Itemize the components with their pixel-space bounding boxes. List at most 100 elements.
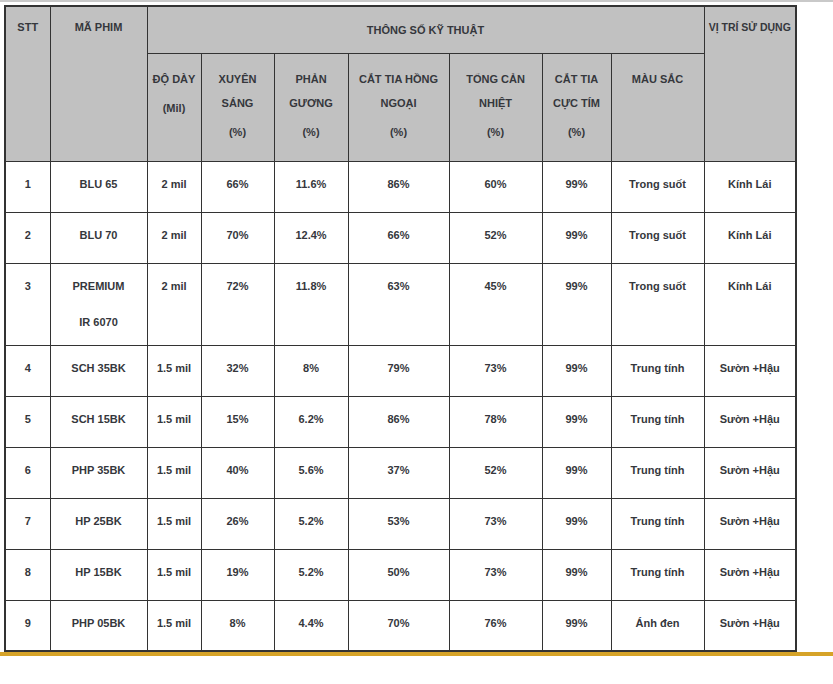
subheader-color-label: MÀU SẮC — [616, 67, 700, 91]
cell-film-code: SCH 35BK — [50, 345, 147, 396]
subheader-heat: TỔNG CẢN NHIỆT (%) — [449, 53, 542, 161]
cell-vlt: 15% — [201, 396, 274, 447]
cell-uv-cut: 99% — [542, 263, 611, 345]
cell-heat-rejection: 60% — [449, 161, 542, 212]
header-specs-group: THÔNG SỐ KỸ THUẬT — [147, 6, 704, 53]
cell-mirror: 5.2% — [274, 498, 348, 549]
cell-position: Kính Lái — [704, 263, 796, 345]
subheader-heat-label: TỔNG CẢN NHIỆT — [454, 67, 538, 115]
cell-vlt: 70% — [201, 212, 274, 263]
cell-uv-cut: 99% — [542, 212, 611, 263]
cell-vlt: 8% — [201, 600, 274, 651]
cell-position: Sườn +Hậu — [704, 345, 796, 396]
cell-film-code: PHP 05BK — [50, 600, 147, 651]
cell-thickness: 1.5 mil — [147, 498, 201, 549]
cell-vlt: 72% — [201, 263, 274, 345]
cell-vlt: 32% — [201, 345, 274, 396]
cell-heat-rejection: 73% — [449, 498, 542, 549]
cell-ir-cut: 63% — [348, 263, 449, 345]
cell-ir-cut: 53% — [348, 498, 449, 549]
gold-divider — [0, 652, 833, 656]
cell-thickness: 2 mil — [147, 263, 201, 345]
cell-mirror: 12.4% — [274, 212, 348, 263]
cell-stt: 1 — [5, 161, 50, 212]
subheader-uv-unit: (%) — [547, 125, 607, 140]
subheader-ir: CẮT TIA HỒNG NGOẠI (%) — [348, 53, 449, 161]
cell-ir-cut: 86% — [348, 396, 449, 447]
subheader-mirror-label: PHẢN GƯƠNG — [279, 67, 344, 115]
cell-position: Kính Lái — [704, 212, 796, 263]
cell-film-code: HP 25BK — [50, 498, 147, 549]
subheader-heat-unit: (%) — [454, 125, 538, 140]
cell-stt: 2 — [5, 212, 50, 263]
cell-uv-cut: 99% — [542, 447, 611, 498]
cell-film-color: Ánh đen — [611, 600, 704, 651]
cell-film-code: BLU 65 — [50, 161, 147, 212]
cell-stt: 4 — [5, 345, 50, 396]
cell-mirror: 6.2% — [274, 396, 348, 447]
cell-position: Sườn +Hậu — [704, 600, 796, 651]
cell-mirror: 5.2% — [274, 549, 348, 600]
subheader-ir-label: CẮT TIA HỒNG NGOẠI — [353, 67, 445, 115]
subheader-mirror-unit: (%) — [279, 125, 344, 140]
cell-vlt: 40% — [201, 447, 274, 498]
table-row: 2 BLU 70 2 mil 70% 12.4% 66% 52% 99% Tro… — [5, 212, 796, 263]
cell-thickness: 1.5 mil — [147, 345, 201, 396]
film-spec-table: STT MÃ PHIM THÔNG SỐ KỸ THUẬT VỊ TRÍ SỬ … — [4, 5, 797, 652]
cell-stt: 5 — [5, 396, 50, 447]
header-position: VỊ TRÍ SỬ DỤNG — [704, 6, 796, 161]
cell-film-code: PREMIUMIR 6070 — [50, 263, 147, 345]
subheader-thickness: ĐỘ DÀY (Mil) — [147, 53, 201, 161]
cell-position: Sườn +Hậu — [704, 549, 796, 600]
cell-film-color: Trung tính — [611, 396, 704, 447]
cell-mirror: 11.6% — [274, 161, 348, 212]
header-row-1: STT MÃ PHIM THÔNG SỐ KỸ THUẬT VỊ TRÍ SỬ … — [5, 6, 796, 53]
page-top-rule — [0, 0, 833, 2]
table-row: 4 SCH 35BK 1.5 mil 32% 8% 79% 73% 99% Tr… — [5, 345, 796, 396]
subheader-uv: CẮT TIA CỰC TÍM (%) — [542, 53, 611, 161]
cell-film-code: SCH 15BK — [50, 396, 147, 447]
cell-vlt: 26% — [201, 498, 274, 549]
cell-stt: 8 — [5, 549, 50, 600]
cell-ir-cut: 70% — [348, 600, 449, 651]
subheader-vlt-unit: (%) — [206, 125, 270, 140]
cell-heat-rejection: 52% — [449, 447, 542, 498]
cell-film-color: Trung tính — [611, 498, 704, 549]
cell-uv-cut: 99% — [542, 345, 611, 396]
cell-film-color: Trung tính — [611, 345, 704, 396]
cell-uv-cut: 99% — [542, 161, 611, 212]
cell-film-color: Trong suốt — [611, 263, 704, 345]
table-row: 5 SCH 15BK 1.5 mil 15% 6.2% 86% 78% 99% … — [5, 396, 796, 447]
cell-stt: 9 — [5, 600, 50, 651]
subheader-thickness-unit: (Mil) — [152, 101, 197, 116]
table-row: 9 PHP 05BK 1.5 mil 8% 4.4% 70% 76% 99% Á… — [5, 600, 796, 651]
table-row: 7 HP 25BK 1.5 mil 26% 5.2% 53% 73% 99% T… — [5, 498, 796, 549]
cell-stt: 7 — [5, 498, 50, 549]
subheader-uv-label: CẮT TIA CỰC TÍM — [547, 67, 607, 115]
cell-thickness: 1.5 mil — [147, 600, 201, 651]
cell-mirror: 8% — [274, 345, 348, 396]
cell-film-code: HP 15BK — [50, 549, 147, 600]
cell-film-color: Trung tính — [611, 447, 704, 498]
cell-position: Sườn +Hậu — [704, 396, 796, 447]
cell-heat-rejection: 45% — [449, 263, 542, 345]
cell-thickness: 2 mil — [147, 212, 201, 263]
cell-thickness: 1.5 mil — [147, 396, 201, 447]
cell-vlt: 19% — [201, 549, 274, 600]
subheader-vlt: XUYÊN SÁNG (%) — [201, 53, 274, 161]
cell-thickness: 1.5 mil — [147, 549, 201, 600]
cell-heat-rejection: 73% — [449, 549, 542, 600]
cell-heat-rejection: 73% — [449, 345, 542, 396]
cell-ir-cut: 50% — [348, 549, 449, 600]
subheader-mirror: PHẢN GƯƠNG (%) — [274, 53, 348, 161]
cell-film-code: BLU 70 — [50, 212, 147, 263]
cell-ir-cut: 37% — [348, 447, 449, 498]
subheader-ir-unit: (%) — [353, 125, 445, 140]
subheader-thickness-label: ĐỘ DÀY — [152, 67, 197, 91]
subheader-color: MÀU SẮC — [611, 53, 704, 161]
cell-film-code: PHP 35BK — [50, 447, 147, 498]
subheader-vlt-label: XUYÊN SÁNG — [206, 67, 270, 115]
table-row: 6 PHP 35BK 1.5 mil 40% 5.6% 37% 52% 99% … — [5, 447, 796, 498]
cell-heat-rejection: 52% — [449, 212, 542, 263]
header-stt: STT — [5, 6, 50, 161]
